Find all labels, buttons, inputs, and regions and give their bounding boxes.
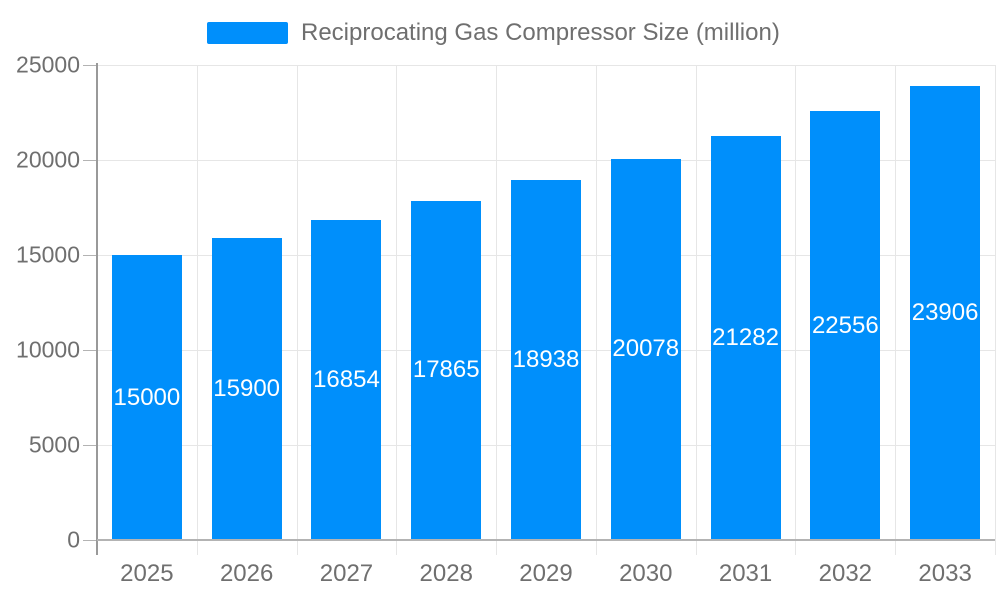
bar-2032[interactable] [810,111,881,539]
x-axis-label: 2032 [818,560,873,587]
legend-swatch-icon[interactable] [207,22,288,44]
x-axis-line [97,539,995,541]
y-axis-line [96,63,98,555]
v-gridline [995,65,996,555]
y-axis-label: 25000 [16,51,80,78]
y-axis-label: 5000 [28,431,80,458]
v-gridline [795,65,797,555]
x-axis-label: 2031 [718,560,773,587]
bar-value-label: 21282 [712,323,779,351]
legend[interactable]: Reciprocating Gas Compressor Size (milli… [207,20,780,46]
bar-value-label: 18938 [512,346,580,374]
bar-2025[interactable] [111,255,182,539]
bar-value-label: 15000 [113,383,181,411]
h-gridline [97,65,995,66]
bar-value-label: 20078 [612,335,680,363]
bar-2031[interactable] [710,135,781,539]
legend-label: Reciprocating Gas Compressor Size (milli… [301,19,780,46]
v-gridline [895,65,897,555]
x-axis-label: 2026 [219,560,274,587]
bar-2028[interactable] [411,200,482,539]
x-axis-label: 2027 [319,560,374,587]
v-gridline [196,65,198,555]
x-axis-label: 2025 [120,560,174,587]
bar-2026[interactable] [211,237,282,539]
y-axis-tick [83,540,97,541]
y-axis-label: 20000 [16,146,80,173]
bar-2027[interactable] [311,219,382,539]
bar-value-label: 16854 [313,365,380,393]
bar-value-label: 23906 [911,298,979,326]
y-axis-tick [83,350,97,351]
y-axis-label: 15000 [16,241,80,268]
x-axis-label: 2033 [918,560,972,587]
h-gridline [97,160,995,161]
x-axis-label: 2029 [519,560,573,587]
bar-2029[interactable] [511,180,581,539]
bar-2030[interactable] [610,158,681,539]
v-gridline [595,65,597,555]
bar-value-label: 17865 [412,356,480,384]
bar-value-label: 22556 [811,311,879,339]
y-axis-tick [83,65,97,66]
y-axis-tick [83,255,97,256]
y-axis-tick [83,445,97,446]
y-axis-label: 10000 [16,336,80,363]
v-gridline [296,65,298,555]
v-gridline [396,65,398,555]
x-axis-label: 2028 [419,560,473,587]
v-gridline [695,65,697,555]
x-axis-label: 2030 [619,560,673,587]
v-gridline [496,65,498,555]
bar-value-label: 15900 [213,374,281,402]
bar-2033[interactable] [910,85,981,539]
y-axis-tick [83,160,97,161]
y-axis-label: 0 [67,526,80,553]
